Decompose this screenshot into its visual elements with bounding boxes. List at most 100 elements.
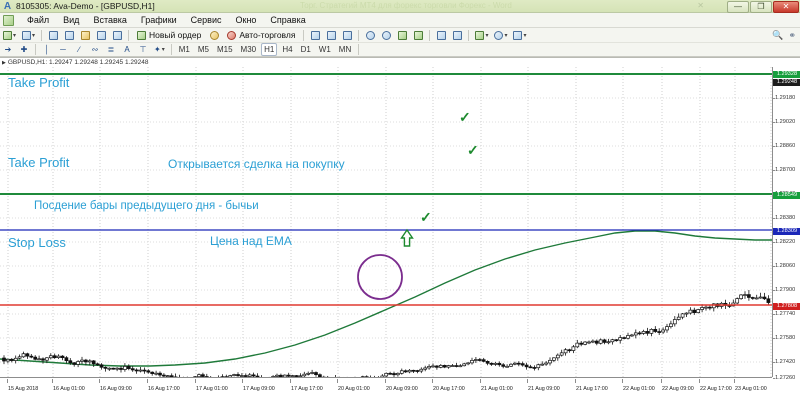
time-scale[interactable]: 15 Aug 2018 16 Aug 01:00 16 Aug 09:00 16 Au… [0,377,772,400]
templates-icon[interactable]: ▾ [511,29,528,42]
trendline-icon[interactable]: ∕ [78,45,80,54]
toolbar-separator [170,44,172,55]
expert-advisors-icon[interactable] [207,29,221,42]
time-tick: 21 Aug 09:00 [527,379,560,392]
time-tick: 23 Aug 01:00 [734,379,767,392]
data-window-icon[interactable] [62,29,76,42]
cursor-icon[interactable]: ➔ [4,45,12,54]
time-tick: 21 Aug 01:00 [480,379,513,392]
fibonacci-icon[interactable]: ≣ [107,45,115,54]
buy-signal-label: Открывается сделка на покупку [168,157,345,171]
profiles-icon[interactable]: ▾ [20,29,37,42]
time-tick: 20 Aug 17:00 [432,379,465,392]
toolbar-separator [358,44,360,55]
maximize-button[interactable]: ❐ [750,0,772,13]
market-watch-icon[interactable] [46,29,60,42]
timeframe-m30[interactable]: M30 [240,45,257,54]
time-tick: 17 Aug 01:00 [195,379,228,392]
menu-item-charts[interactable]: Графики [140,14,177,25]
timeframe-h1[interactable]: H1 [261,43,278,56]
take-profit-lower-label: Take Profit [8,155,70,170]
line-studies-toolbar: ➔ ✚ │ ─ ∕ ∾ ≣ A ⊤ ✦ ▾ M1 M5 M15 M30 H1 H4… [0,43,800,57]
grid-icon[interactable] [395,29,409,42]
window-title: 8105305: Ava-Demo - [GBPUSD,H1] [16,1,155,11]
price-tick: 1.27740 [772,311,796,317]
horizontal-line-icon[interactable]: ─ [60,45,66,54]
periods-icon[interactable]: ▾ [492,29,509,42]
bid-price-tag: 1.29248 [773,79,800,86]
chart-collapse-icon[interactable]: ▶ [2,60,6,66]
text-icon[interactable]: A [124,45,130,54]
bar-chart-icon[interactable] [308,29,322,42]
terminal-icon[interactable] [94,29,108,42]
chart-window[interactable]: ▶ GBPUSD,H1: 1.29247 1.29248 1.29245 1.29… [0,57,800,400]
price-scale[interactable]: 1.293401.291801.290201.288601.287001.285… [772,67,800,381]
toolbar-separator [41,29,43,41]
timeframe-m1[interactable]: M1 [178,45,190,54]
toolbar-separator [303,29,305,41]
ohlc-icon[interactable] [411,29,425,42]
timeframe-mn[interactable]: MN [338,45,352,54]
toolbar-separator [468,29,470,41]
price-tick: 1.28860 [772,143,796,149]
timeframe-m5[interactable]: M5 [197,45,209,54]
time-tick: 20 Aug 01:00 [337,379,370,392]
zoom-out-icon[interactable] [379,29,393,42]
link-icon[interactable]: ⚭ [788,29,796,40]
stop-loss-label: Stop Loss [8,235,66,250]
new-order-button[interactable]: Новый ордер [133,29,205,42]
menu-item-window[interactable]: Окно [235,14,257,25]
search-icon[interactable]: 🔍 [772,29,784,40]
close-button[interactable]: ✕ [773,0,799,13]
auto-scroll-icon[interactable] [450,29,464,42]
menu-item-view[interactable]: Вид [63,14,80,25]
time-tick: 21 Aug 17:00 [575,379,608,392]
time-tick: 22 Aug 09:00 [661,379,694,392]
strategy-tester-icon[interactable] [110,29,124,42]
toolbar-separator [429,29,431,41]
arrows-icon[interactable]: ✦ ▾ [154,45,165,54]
vertical-line-icon[interactable]: │ [44,45,50,54]
price-tick: 1.29180 [772,95,796,101]
line-chart-icon[interactable] [340,29,354,42]
menu-item-tools[interactable]: Сервис [190,14,222,25]
background-window-title: Торг. Стратегий MT4 для форекс торговли … [300,1,512,10]
autotrading-label: Авто-торговля [239,30,296,40]
shift-end-icon[interactable] [434,29,448,42]
price-tick: 1.27420 [772,359,796,365]
timeframe-d1[interactable]: D1 [300,45,311,54]
mt4-logo-icon: A [3,0,12,12]
checkmark-2: ✓ [467,142,479,158]
document-icon [3,14,14,26]
stop-loss-tag: 1.27808 [773,303,800,310]
previous-day-bars-label: Посдение бары предыдущего дня - бычьи [34,200,259,212]
menu-item-file[interactable]: Файл [27,14,50,25]
new-chart-icon[interactable]: ▾ [1,29,18,42]
timeframe-h4[interactable]: H4 [282,45,293,54]
menu-item-insert[interactable]: Вставка [93,14,127,25]
checkmark-1: ✓ [459,109,471,125]
crosshair-icon[interactable]: ✚ [20,45,28,54]
timeframe-m15[interactable]: M15 [216,45,233,54]
timeframe-w1[interactable]: W1 [318,45,331,54]
time-tick: 17 Aug 17:00 [290,379,323,392]
price-above-ema-label: Цена над EMA [210,234,292,248]
price-tick: 1.27900 [772,287,796,293]
inner-close-icon[interactable]: ✕ [697,1,704,10]
equidistant-channel-icon[interactable]: ∾ [91,45,99,54]
time-tick: 22 Aug 01:00 [622,379,655,392]
menu-item-help[interactable]: Справка [270,14,306,25]
zoom-in-icon[interactable] [363,29,377,42]
candlestick-plot: ✓ ✓ ✓ Take Profit Take Profit Открывается сде… [0,67,772,377]
text-label-icon[interactable]: ⊤ [139,45,147,54]
time-tick: 16 Aug 01:00 [52,379,85,392]
chart-plot-area[interactable]: ✓ ✓ ✓ Take Profit Take Profit Открывается сде… [0,67,772,377]
minimize-button[interactable]: — [727,0,749,13]
autotrading-button[interactable]: Авто-торговля [223,29,299,42]
indicators-icon[interactable]: ▾ [473,29,490,42]
price-tick: 1.28220 [772,239,796,245]
candlestick-chart-icon[interactable] [324,29,338,42]
price-tick: 1.28700 [772,167,796,173]
navigator-icon[interactable] [78,29,92,42]
